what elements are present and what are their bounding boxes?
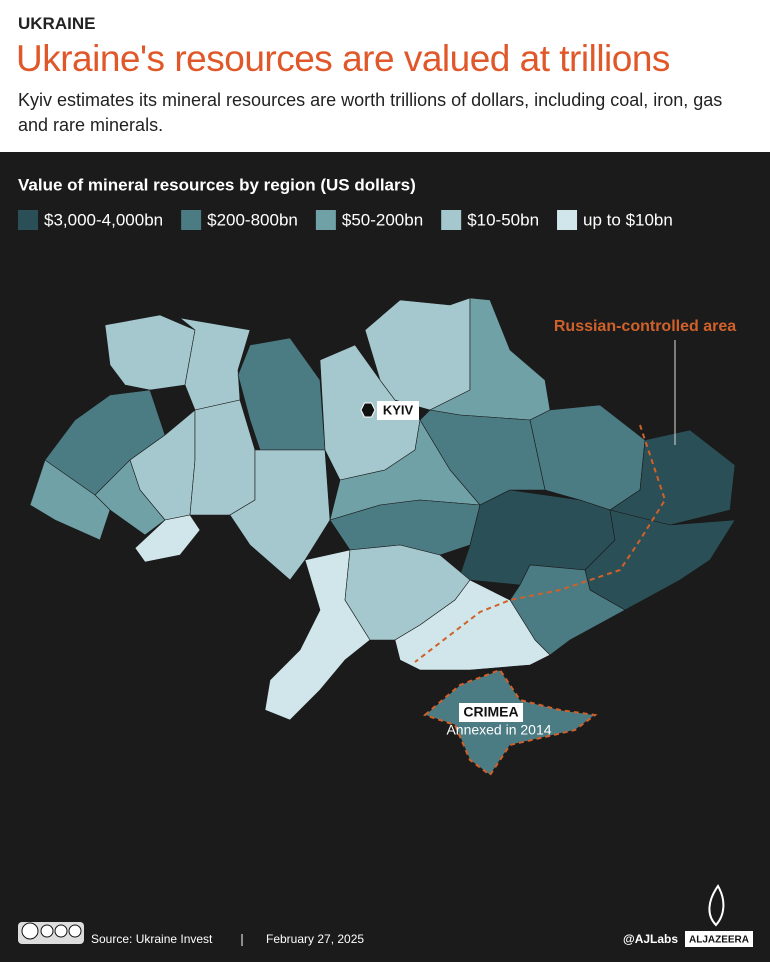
region (529, 404, 646, 511)
logo-mark (708, 884, 725, 927)
regions (29, 297, 736, 776)
region (394, 579, 551, 671)
cc-icon (18, 922, 84, 944)
region (104, 314, 196, 391)
region (29, 459, 111, 541)
subtitle: Kyiv estimates its mineral resources are… (18, 90, 723, 135)
legend-swatch (181, 210, 202, 230)
legend-label: $50-200bn (342, 210, 423, 229)
logo-box (685, 931, 753, 947)
brand: ALJAZEERA (689, 935, 749, 946)
source: Source: Ukraine Invest (91, 932, 213, 946)
legend-label: $200-800bn (207, 210, 298, 229)
legend-swatch (315, 210, 336, 230)
map-title: Value of mineral resources by region (US… (18, 175, 416, 194)
label-box (377, 401, 419, 420)
region (134, 514, 201, 563)
annotation: Russian-controlled area (554, 318, 736, 335)
legend-swatch (557, 210, 578, 230)
region (229, 449, 331, 581)
region (237, 337, 326, 451)
legend-label: up to $10bn (583, 210, 673, 229)
legend-label: $10-50bn (467, 210, 539, 229)
date: February 27, 2025 (266, 932, 364, 946)
region-label: CRIMEA (463, 704, 518, 720)
legend-label: $3,000-4,000bn (44, 210, 163, 229)
region-note: Annexed in 2014 (446, 722, 551, 738)
capital-marker (360, 402, 376, 418)
kicker: UKRAINE (18, 14, 96, 33)
region (609, 429, 736, 526)
frontline (414, 424, 667, 777)
label-box (459, 703, 523, 722)
handle: @AJLabs (623, 932, 678, 946)
region (189, 399, 256, 516)
legend-swatch (441, 210, 462, 230)
legend: $3,000-4,000bn $200-800bn $50-200bn $10-50b… (18, 210, 673, 230)
legend-swatch (18, 210, 38, 230)
header: UKRAINE Ukraine's resources are valued a… (0, 0, 770, 152)
title: Ukraine's resources are valued at trilli… (16, 38, 670, 79)
region (584, 509, 736, 611)
city-label: KYIV (383, 402, 414, 417)
